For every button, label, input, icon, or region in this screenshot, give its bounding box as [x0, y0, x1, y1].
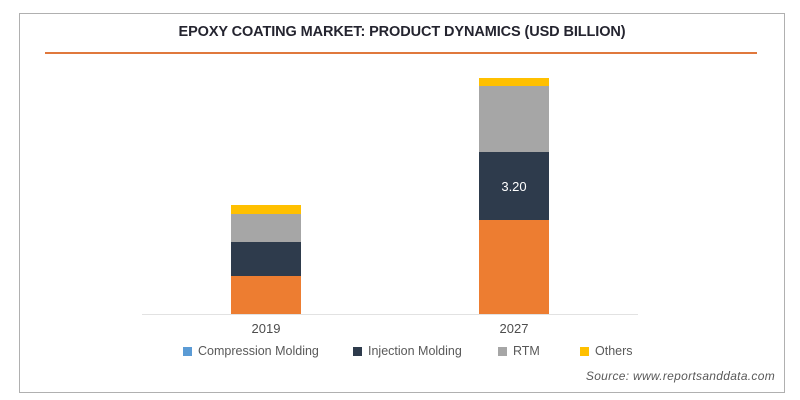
legend-item-injection-molding: Injection Molding [353, 344, 462, 358]
bar-segment-rtm-2019 [231, 213, 301, 242]
legend-item-rtm: RTM [498, 344, 540, 358]
x-axis-label-2019: 2019 [251, 321, 281, 336]
legend-label: RTM [513, 344, 540, 358]
legend-label: Injection Molding [368, 344, 462, 358]
plot-area: 2019 3.20 2027 [20, 14, 784, 392]
legend-item-others: Others [580, 344, 633, 358]
bar-segment-others-2027 [479, 77, 549, 87]
bar-segment-rtm-2027 [479, 86, 549, 153]
legend-label: Others [595, 344, 633, 358]
bar-segment-others-2019 [231, 205, 301, 214]
legend-label: Compression Molding [198, 344, 319, 358]
legend-item-compression-molding: Compression Molding [183, 344, 319, 358]
bar-segment-injection-molding-2019 [231, 241, 301, 276]
bar-value-label: 3.20 [501, 178, 527, 194]
legend-swatch-compression-molding [183, 346, 192, 356]
bar-2027: 3.20 [479, 77, 549, 314]
bar-segment-injection-molding-2027: 3.20 [479, 152, 549, 221]
title-divider [45, 52, 757, 54]
x-axis-label-2027: 2027 [499, 321, 529, 336]
x-axis-line [142, 314, 638, 315]
source-text: Source: www.reportsanddata.com [585, 369, 775, 383]
legend-swatch-rtm [498, 346, 507, 356]
legend: Compression Molding Injection Molding RTM O… [20, 344, 784, 362]
chart-frame: EPOXY COATING MARKET: PRODUCT DYNAMICS (… [19, 13, 785, 393]
bar-segment-compression-molding-2019 [231, 275, 301, 314]
bar-segment-compression-molding-2027 [479, 220, 549, 314]
bar-2019 [231, 205, 301, 314]
legend-swatch-injection-molding [353, 346, 362, 356]
chart-title: EPOXY COATING MARKET: PRODUCT DYNAMICS (… [178, 24, 626, 40]
legend-swatch-others [580, 346, 589, 356]
